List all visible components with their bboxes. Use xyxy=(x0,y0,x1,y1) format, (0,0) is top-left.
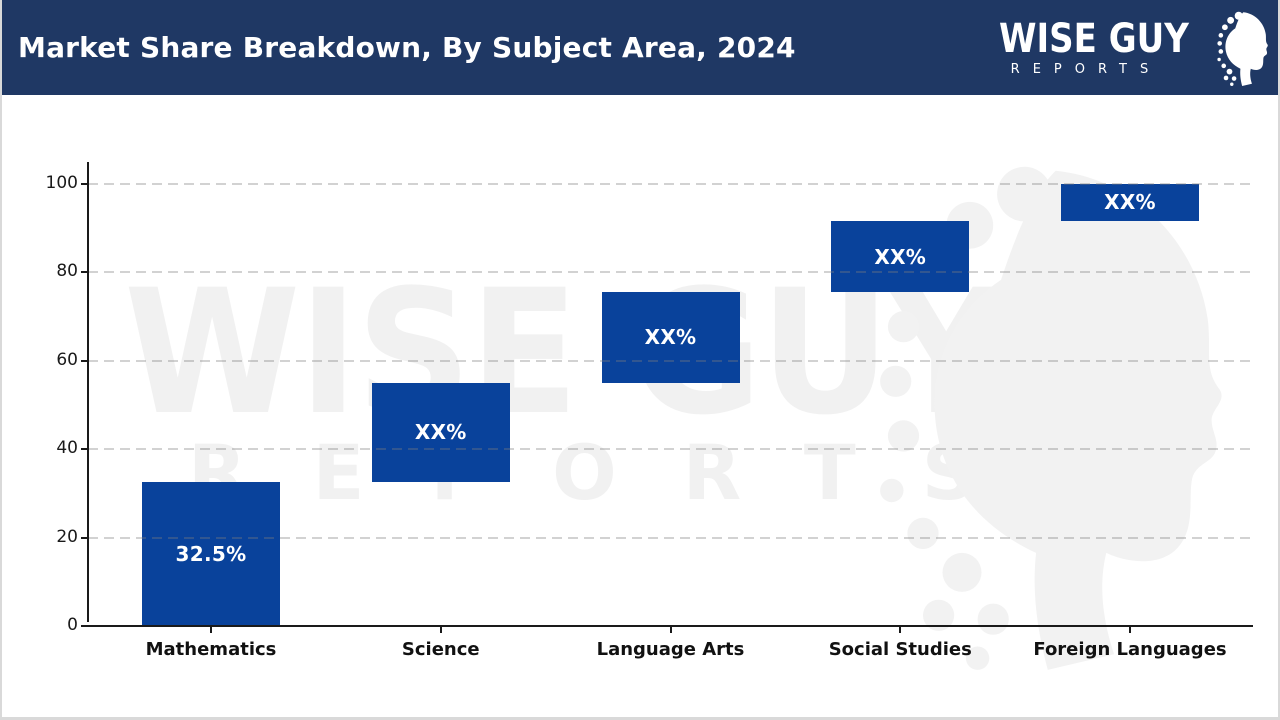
header-bar: Market Share Breakdown, By Subject Area,… xyxy=(0,0,1280,95)
gridline-60 xyxy=(88,359,1253,362)
bar-value-label: XX% xyxy=(644,325,697,350)
y-tick-label: 20 xyxy=(56,526,78,547)
bar-mathematics: 32.5% xyxy=(142,482,280,626)
page-title: Market Share Breakdown, By Subject Area,… xyxy=(18,31,796,64)
bar-social-studies: XX% xyxy=(831,221,970,292)
gridline-100 xyxy=(88,182,1253,185)
y-tick-mark xyxy=(81,359,87,362)
x-axis-spine xyxy=(87,625,1253,627)
y-tick-label: 0 xyxy=(67,615,78,635)
y-tick-mark xyxy=(81,625,87,627)
x-category-label: Language Arts xyxy=(596,639,745,660)
x-tick-mark xyxy=(899,627,902,633)
y-axis-spine xyxy=(87,162,89,622)
y-tick-mark xyxy=(81,182,87,185)
bar-value-label: 32.5% xyxy=(175,542,247,567)
y-tick-mark xyxy=(81,271,87,273)
bar-foreign-languages: XX% xyxy=(1061,183,1199,222)
x-category-label: Science xyxy=(401,639,480,660)
gridline-20 xyxy=(88,536,1253,539)
x-tick-mark xyxy=(439,627,442,633)
y-tick-label: 100 xyxy=(45,172,78,193)
x-tick-mark xyxy=(210,627,212,633)
y-tick-mark xyxy=(81,536,87,539)
bar-value-label: XX% xyxy=(874,244,927,269)
y-tick-label: 60 xyxy=(56,349,78,370)
bar-value-label: XX% xyxy=(1104,190,1156,215)
x-category-label: Foreign Languages xyxy=(1033,639,1227,660)
watermark-brand-name: WISE GUY xyxy=(124,252,1004,453)
y-tick-label: 40 xyxy=(56,438,78,458)
y-tick-label: 80 xyxy=(56,261,78,281)
logo-brand-name: WISE GUY xyxy=(998,15,1189,62)
wise-guy-reports-logo: WISE GUY REPORTS xyxy=(999,10,1280,86)
logo-text: WISE GUY REPORTS xyxy=(999,19,1222,77)
y-tick-mark xyxy=(81,448,87,450)
watermark-brand-subtitle: REPORTS xyxy=(188,428,1043,517)
bar-language-arts: XX% xyxy=(601,291,740,383)
bar-value-label: XX% xyxy=(414,420,467,445)
x-category-label: Social Studies xyxy=(828,639,972,660)
gridline-40 xyxy=(88,448,1253,450)
x-tick-mark xyxy=(1129,627,1131,633)
x-tick-mark xyxy=(669,627,672,633)
logo-brand-subtitle: REPORTS xyxy=(1010,61,1162,77)
head-silhouette-icon xyxy=(1212,10,1270,86)
bar-science: XX% xyxy=(371,382,510,483)
gridline-80 xyxy=(88,271,1253,273)
x-category-label: Mathematics xyxy=(145,639,277,660)
chart-area: WISE GUY REPORTS 0 20 40 60 80 100 32.5% Mathem… xyxy=(0,95,1280,720)
